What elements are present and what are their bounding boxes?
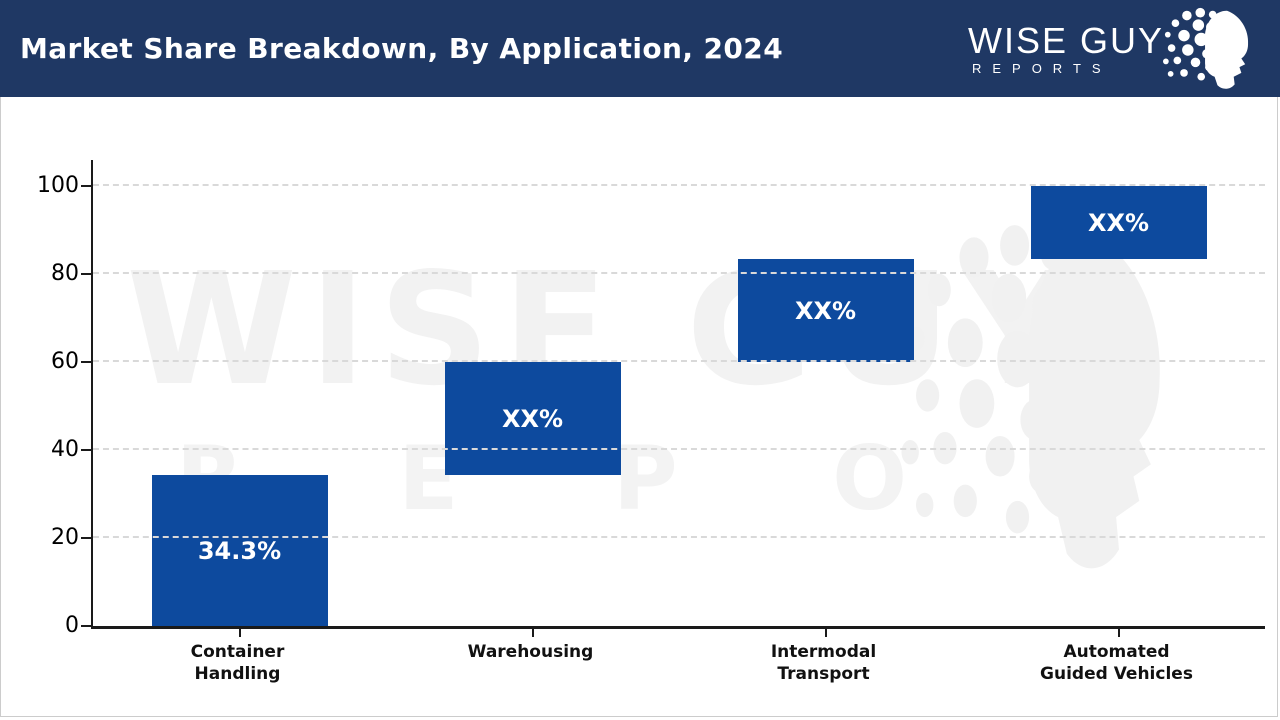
x-category-label-text: Automated Guided Vehicles	[1040, 642, 1193, 685]
plot-area: 34.3% XX% XX% XX%	[81, 160, 1265, 637]
brand-logo-text: WISE GUY REPORTS	[967, 19, 1164, 76]
waterfall-bar: XX%	[444, 362, 621, 476]
y-tick-label: 80	[51, 261, 79, 287]
y-tick-mark	[81, 625, 91, 627]
gridline	[93, 184, 1265, 187]
y-tick-label: 60	[51, 349, 79, 375]
x-category-label-text: Intermodal Transport	[770, 642, 877, 685]
y-tick-label: 20	[51, 525, 79, 551]
x-tick-mark	[238, 629, 241, 637]
x-category-label: Automated Guided Vehicles	[970, 641, 1263, 685]
grid-layer	[93, 160, 1265, 626]
x-tick-mark	[824, 629, 827, 637]
bars-layer: 34.3% XX% XX% XX%	[93, 160, 1265, 626]
bar-value-label: 34.3%	[197, 536, 282, 565]
x-category-label: Container Handling	[91, 641, 384, 685]
gridline	[93, 536, 1265, 539]
y-tick-mark	[81, 361, 91, 364]
y-tick-mark	[81, 537, 91, 540]
waterfall-bar: XX%	[737, 258, 914, 363]
x-tick-mark	[1117, 629, 1120, 637]
waterfall-bar: 34.3%	[151, 475, 328, 626]
y-tick-mark	[81, 273, 91, 276]
x-category-label: Intermodal Transport	[677, 641, 970, 685]
gridline	[93, 360, 1265, 363]
x-axis-category-labels: Container Handling Warehousing Intermodal …	[91, 641, 1263, 685]
y-tick-mark	[81, 449, 91, 452]
chart-title: Market Share Breakdown, By Application, …	[20, 32, 784, 65]
x-category-label-text: Container Handling	[190, 642, 285, 685]
y-tick-label: 0	[65, 613, 79, 638]
brand-name: WISE GUY	[967, 19, 1164, 61]
brand-logo: WISE GUY REPORTS	[968, 6, 1254, 92]
x-category-label: Warehousing	[384, 641, 677, 685]
gridline	[93, 448, 1265, 451]
y-tick-label: 40	[51, 437, 79, 463]
bar-value-label: XX%	[794, 296, 857, 325]
y-tick-label: 100	[37, 173, 79, 199]
waterfall-bar: XX%	[1030, 186, 1207, 259]
x-category-label-text: Warehousing	[467, 642, 594, 662]
y-tick-mark	[81, 185, 91, 188]
gridline	[93, 272, 1265, 275]
bar-value-label: XX%	[1087, 208, 1150, 237]
x-tick-mark	[531, 629, 534, 637]
face-profile-icon	[1163, 7, 1249, 89]
ticks-layer	[81, 160, 1265, 637]
brand-subtitle: REPORTS	[971, 60, 1112, 76]
y-axis-tick-labels: 0 20 40 60 80 100	[1, 160, 79, 637]
header-bar: Market Share Breakdown, By Application, …	[0, 0, 1280, 97]
bar-value-label: XX%	[501, 404, 564, 433]
